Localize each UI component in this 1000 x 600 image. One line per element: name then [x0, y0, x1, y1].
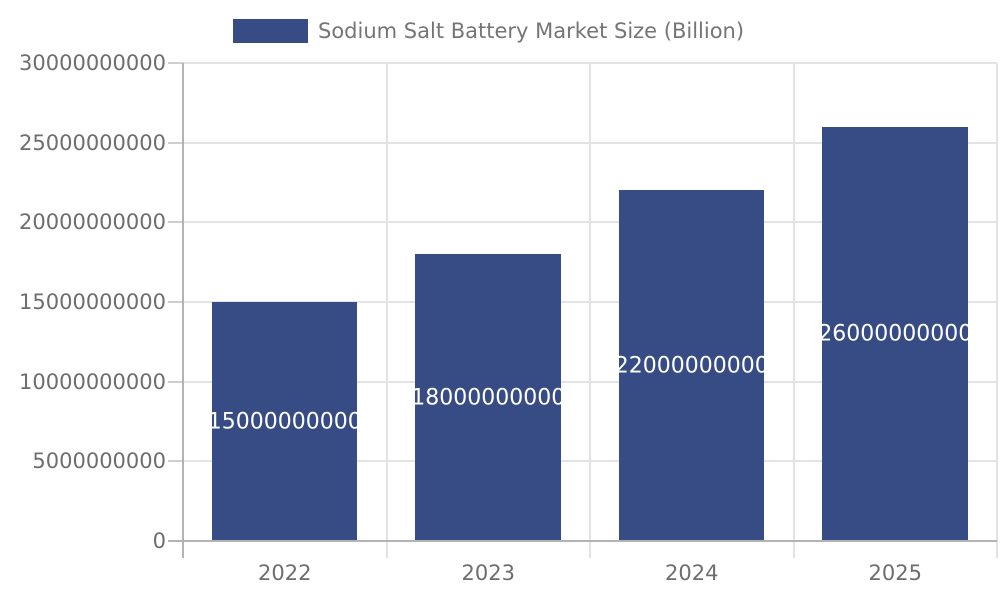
- bar-2025: [822, 126, 968, 541]
- y-tick: [168, 301, 183, 303]
- x-axis-label: 2023: [461, 561, 515, 585]
- legend: Sodium Salt Battery Market Size (Billion…: [233, 19, 744, 43]
- legend-swatch: [233, 19, 308, 43]
- y-tick: [168, 221, 183, 224]
- y-tick-label: 0: [152, 529, 166, 553]
- y-tick: [168, 62, 183, 64]
- y-tick: [168, 380, 183, 383]
- bar-2023: [415, 254, 561, 541]
- y-tick-label: 5000000000: [32, 449, 166, 474]
- y-tick-label: 30000000000: [19, 51, 166, 75]
- y-tick-label: 20000000000: [19, 210, 166, 235]
- plot-right-border: [996, 63, 998, 558]
- y-tick-label: 25000000000: [19, 130, 166, 155]
- legend-label: Sodium Salt Battery Market Size (Billion…: [318, 19, 745, 43]
- x-axis-label: 2022: [258, 561, 312, 585]
- bar-value-label: 15000000000: [207, 409, 362, 434]
- bar-2022: [211, 302, 358, 541]
- v-gridline: [792, 63, 795, 558]
- bar-2024: [618, 190, 765, 541]
- x-axis-line: [168, 540, 997, 542]
- y-tick: [168, 460, 183, 463]
- y-tick: [168, 141, 183, 144]
- bar-value-label: 22000000000: [614, 353, 769, 379]
- v-gridline: [589, 63, 591, 558]
- y-tick-label: 10000000000: [19, 369, 166, 394]
- y-tick-label: 15000000000: [19, 290, 166, 314]
- x-axis-label: 2024: [665, 561, 719, 585]
- y-axis-line: [182, 63, 184, 558]
- x-axis-label: 2025: [868, 561, 922, 585]
- v-gridline: [385, 63, 388, 558]
- bar-value-label: 26000000000: [818, 321, 973, 347]
- bar-value-label: 18000000000: [411, 385, 566, 411]
